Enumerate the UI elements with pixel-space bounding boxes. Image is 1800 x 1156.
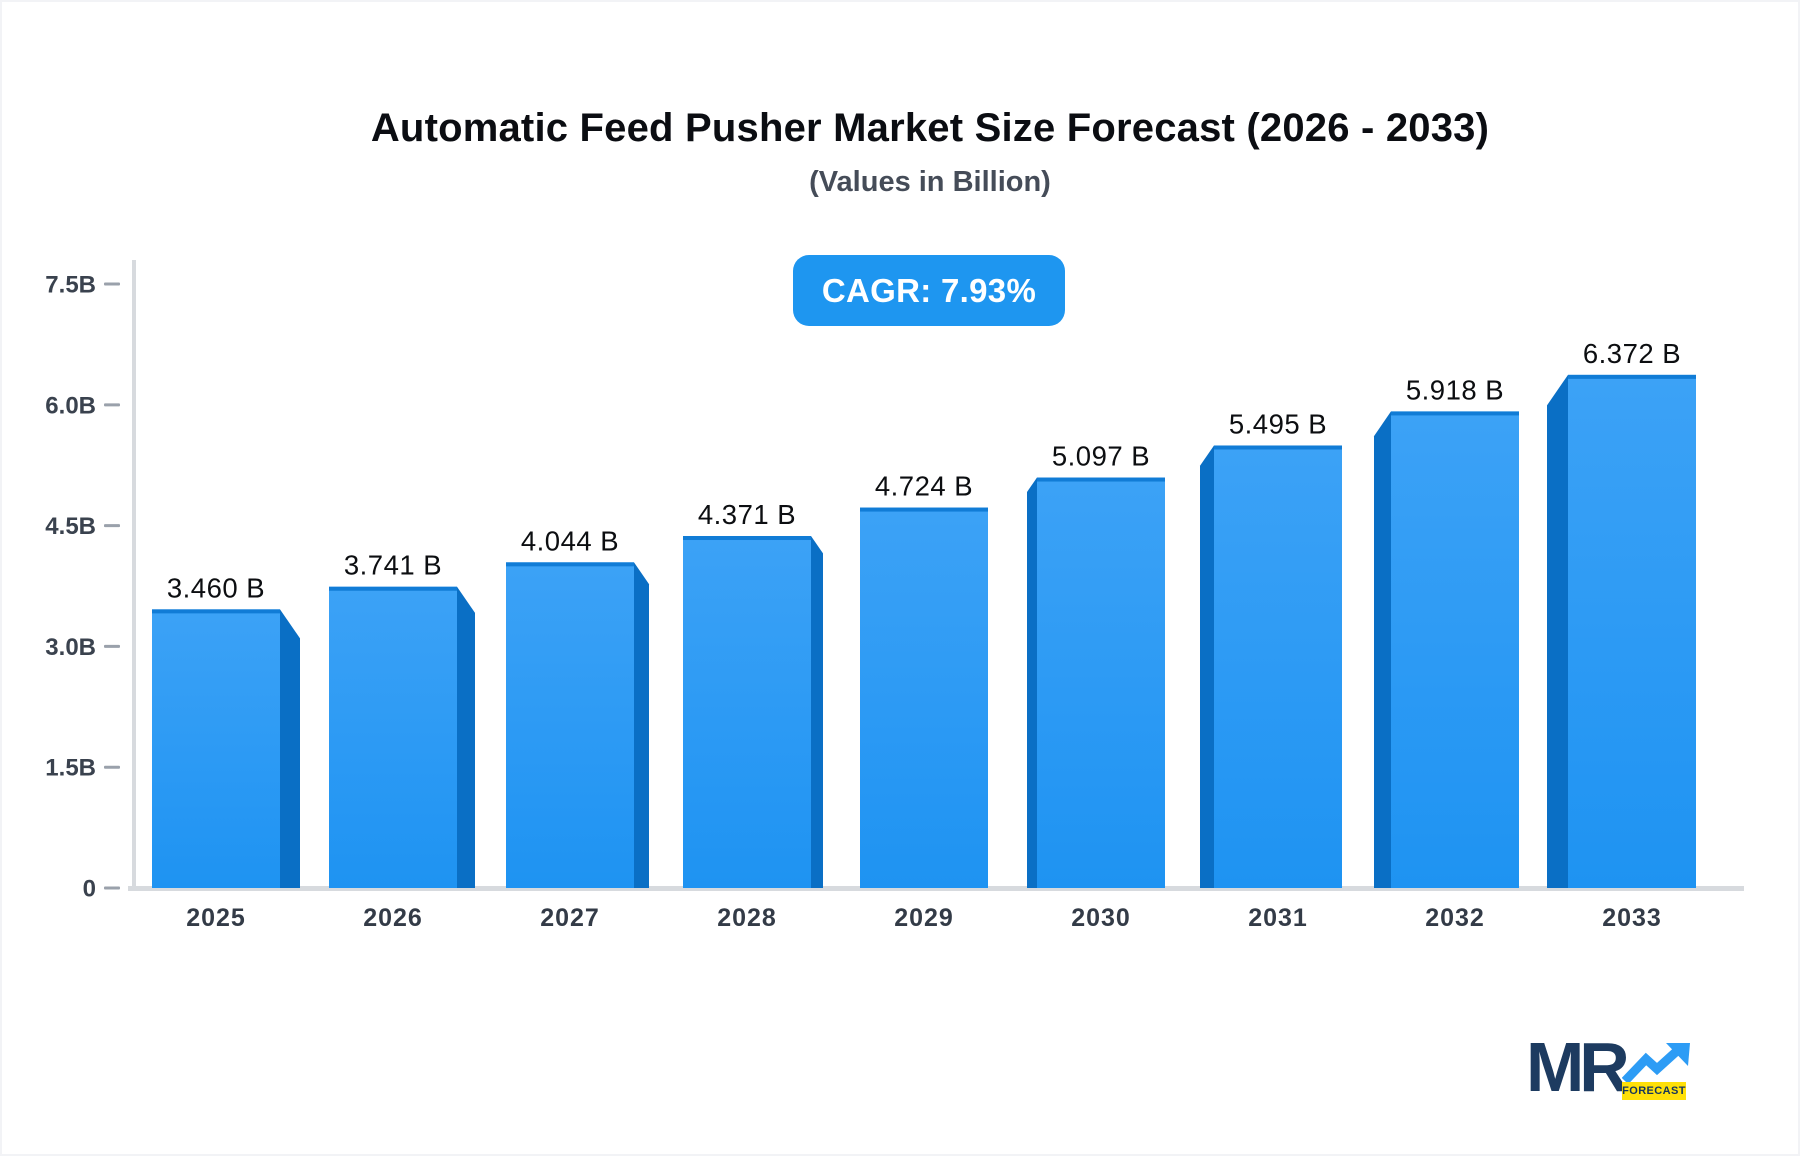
y-axis-label: 7.5B <box>45 272 96 299</box>
bar-front-face <box>152 609 280 888</box>
bar-front-face <box>506 562 634 888</box>
bar-top-edge <box>1037 477 1165 482</box>
bar-side-face <box>457 586 475 888</box>
bar-2030: 5.097 B 2030 <box>1027 441 1165 932</box>
bar-value-label: 4.724 B <box>875 471 973 502</box>
y-axis-line <box>132 260 136 891</box>
bar-front-face <box>1391 411 1519 888</box>
mr-forecast-logo: MR FORECAST <box>1526 1032 1696 1104</box>
bar-front-face <box>1037 477 1165 888</box>
bar-side-face <box>280 609 300 888</box>
y-tick-dash <box>104 765 120 769</box>
bar-value-label: 6.372 B <box>1583 338 1681 369</box>
x-axis-label: 2032 <box>1425 904 1485 932</box>
x-axis-label: 2031 <box>1248 904 1308 932</box>
y-tick-dash <box>104 886 120 890</box>
x-axis-line <box>128 886 1744 891</box>
y-axis-label: 3.0B <box>45 634 96 661</box>
bar-front-face <box>1568 374 1696 888</box>
bar-front-face <box>1214 445 1342 888</box>
bar-top-edge <box>683 536 811 541</box>
bar-2026: 3.741 B 2026 <box>329 550 475 932</box>
bar-value-label: 3.460 B <box>167 572 265 603</box>
bar-2031: 5.495 B 2031 <box>1200 408 1342 932</box>
bar-top-edge <box>1214 445 1342 450</box>
y-tick-dash <box>104 282 120 286</box>
logo-text: MR <box>1526 1028 1630 1106</box>
bar-side-face <box>634 562 649 888</box>
bar-2029: 4.724 B 2029 <box>860 471 988 932</box>
x-axis-label: 2033 <box>1602 904 1662 932</box>
x-axis-label: 2026 <box>363 904 423 932</box>
bar-value-label: 4.371 B <box>698 499 796 530</box>
bar-front-face <box>860 507 988 888</box>
trend-arrow-icon <box>1622 1043 1690 1085</box>
logo-sub-text: FORECAST <box>1622 1082 1686 1100</box>
chart-title: Automatic Feed Pusher Market Size Foreca… <box>370 106 1490 150</box>
bar-2033: 6.372 B 2033 <box>1547 338 1696 932</box>
y-axis-label: 0 <box>83 876 96 903</box>
y-tick-dash <box>104 403 120 407</box>
y-axis-label: 1.5B <box>45 755 96 782</box>
y-axis-label: 6.0B <box>45 392 96 419</box>
bar-side-face <box>1027 477 1037 888</box>
bar-top-edge <box>152 609 280 614</box>
y-tick-dash <box>104 644 120 648</box>
bar-top-edge <box>506 562 634 567</box>
x-axis-label: 2030 <box>1071 904 1131 932</box>
x-axis-label: 2027 <box>540 904 600 932</box>
bar-side-face <box>1547 374 1568 888</box>
bar-2027: 4.044 B 2027 <box>506 525 649 932</box>
x-axis-label: 2029 <box>894 904 954 932</box>
bar-2028: 4.371 B 2028 <box>683 499 823 932</box>
bar-top-edge <box>860 507 988 512</box>
bar-top-edge <box>1568 374 1696 379</box>
bar-2032: 5.918 B 2032 <box>1374 374 1519 932</box>
bar-value-label: 3.741 B <box>344 550 442 581</box>
bar-value-label: 4.044 B <box>521 525 619 556</box>
bar-2025: 3.460 B 2025 <box>152 572 300 932</box>
bar-front-face <box>329 586 457 888</box>
bar-front-face <box>683 536 811 888</box>
bar-top-edge <box>329 586 457 591</box>
bar-top-edge <box>1391 411 1519 416</box>
bar-side-face <box>811 536 823 888</box>
bar-value-label: 5.097 B <box>1052 441 1150 472</box>
chart-subtitle: (Values in Billion) <box>809 166 1051 198</box>
bar-side-face <box>1374 411 1391 888</box>
x-axis-label: 2025 <box>186 904 246 932</box>
x-axis-label: 2028 <box>717 904 777 932</box>
cagr-badge: CAGR: 7.93% <box>793 255 1065 326</box>
y-tick-dash <box>104 524 120 528</box>
bar-value-label: 5.918 B <box>1406 374 1504 405</box>
bar-side-face <box>1200 445 1214 888</box>
y-axis-label: 4.5B <box>45 513 96 540</box>
bar-value-label: 5.495 B <box>1229 408 1327 439</box>
